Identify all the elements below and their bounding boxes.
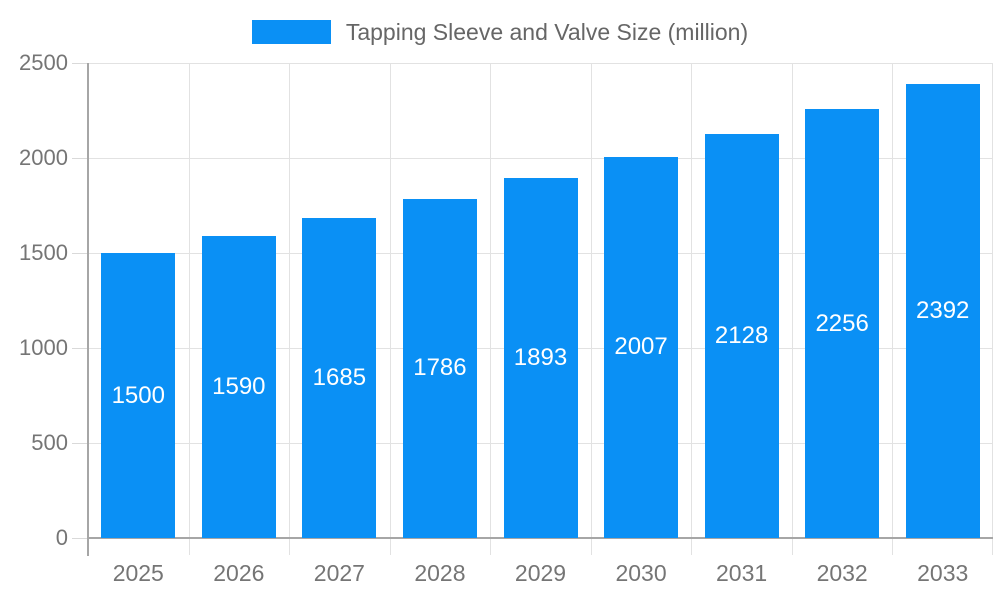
bar[interactable]: 2128 <box>704 133 779 538</box>
y-axis-tick <box>72 347 88 349</box>
x-axis-tick-label: 2033 <box>917 560 969 586</box>
bar[interactable]: 2256 <box>805 109 880 538</box>
gridline-vertical <box>590 63 592 555</box>
gridline-vertical <box>490 63 492 555</box>
x-axis: 2025 2026 2027 2028 2029 2030 2031 2032 2033 <box>88 561 993 591</box>
y-axis-tick <box>72 62 88 64</box>
x-axis-tick-label: 2026 <box>213 560 265 586</box>
x-axis-tick-label: 2027 <box>313 560 365 586</box>
bar-value-label: 2007 <box>614 333 668 361</box>
bar[interactable]: 2007 <box>604 156 679 538</box>
bar[interactable]: 1893 <box>503 178 578 538</box>
x-axis-tick-label: 2032 <box>816 560 868 586</box>
legend-label[interactable]: Tapping Sleeve and Valve Size (million) <box>345 19 749 45</box>
x-axis-tick-label: 2029 <box>514 560 567 586</box>
legend-item[interactable]: Tapping Sleeve and Valve Size (million) <box>0 19 1000 45</box>
gridline-vertical <box>892 63 894 555</box>
bar-value-label: 2128 <box>714 321 769 349</box>
gridline-vertical <box>188 63 190 555</box>
bar-value-label: 1590 <box>212 372 266 400</box>
y-axis-tick <box>72 252 88 254</box>
bar[interactable]: 1685 <box>302 217 377 538</box>
bar[interactable]: 2392 <box>905 83 980 538</box>
x-axis-tick-label: 2031 <box>716 560 768 586</box>
bar-value-label: 1500 <box>111 381 165 409</box>
y-axis-tick-label: 500 <box>31 430 68 455</box>
plot-area: 1500 1590 1685 1786 1893 2007 2128 2256 2392 <box>72 62 993 556</box>
y-axis-tick <box>72 442 88 444</box>
bar[interactable]: 1590 <box>201 235 276 538</box>
gridline-horizontal <box>88 157 993 159</box>
gridline-vertical <box>791 63 793 555</box>
bar-value-label: 2392 <box>916 296 970 324</box>
bar-value-label: 1685 <box>312 363 367 391</box>
legend-swatch[interactable] <box>251 20 331 44</box>
y-axis-tick <box>72 157 88 159</box>
y-axis-tick-label: 2500 <box>19 50 68 75</box>
x-axis-tick-label: 2025 <box>112 560 164 586</box>
gridline-vertical <box>992 63 993 555</box>
gridline-vertical <box>691 63 693 555</box>
bar[interactable]: 1786 <box>402 198 477 538</box>
x-axis-tick-label: 2028 <box>414 560 466 586</box>
gridline-horizontal <box>88 62 993 64</box>
gridline-vertical <box>289 63 291 555</box>
x-axis-line <box>88 537 993 539</box>
bar-value-label: 1786 <box>413 354 467 382</box>
bar[interactable]: 1500 <box>101 253 176 538</box>
bar-value-label: 1893 <box>513 344 568 372</box>
y-axis-tick-label: 0 <box>55 525 68 550</box>
y-axis-tick <box>72 537 88 539</box>
gridline-vertical <box>389 63 391 555</box>
y-axis-tick-label: 1000 <box>19 335 68 360</box>
x-axis-tick-label: 2030 <box>615 560 667 586</box>
y-axis-tick-label: 1500 <box>19 240 68 265</box>
y-axis-tick-label: 2000 <box>19 145 68 170</box>
y-axis-line <box>87 63 89 556</box>
y-axis: 0 500 1000 1500 2000 2500 <box>0 51 72 550</box>
bar-value-label: 2256 <box>815 309 869 337</box>
